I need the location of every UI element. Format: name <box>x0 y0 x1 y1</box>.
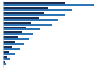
Bar <box>3 22 31 24</box>
Bar <box>3 43 24 45</box>
Bar <box>3 41 15 43</box>
Bar <box>3 2 65 4</box>
Bar <box>3 14 65 16</box>
Bar <box>3 36 18 38</box>
Bar <box>3 53 15 55</box>
Bar <box>3 46 12 48</box>
Bar <box>3 12 44 14</box>
Bar <box>3 58 10 60</box>
Bar <box>3 17 39 19</box>
Bar <box>3 31 22 33</box>
Bar <box>3 48 20 50</box>
Bar <box>3 38 29 40</box>
Bar <box>3 19 58 21</box>
Bar <box>3 56 7 58</box>
Bar <box>3 24 52 26</box>
Bar <box>3 27 26 28</box>
Bar <box>3 7 48 9</box>
Bar <box>3 28 40 30</box>
Bar <box>3 51 9 53</box>
Bar <box>3 33 33 35</box>
Bar <box>3 4 94 6</box>
Bar <box>3 63 6 65</box>
Bar <box>3 61 5 63</box>
Bar <box>3 9 72 11</box>
